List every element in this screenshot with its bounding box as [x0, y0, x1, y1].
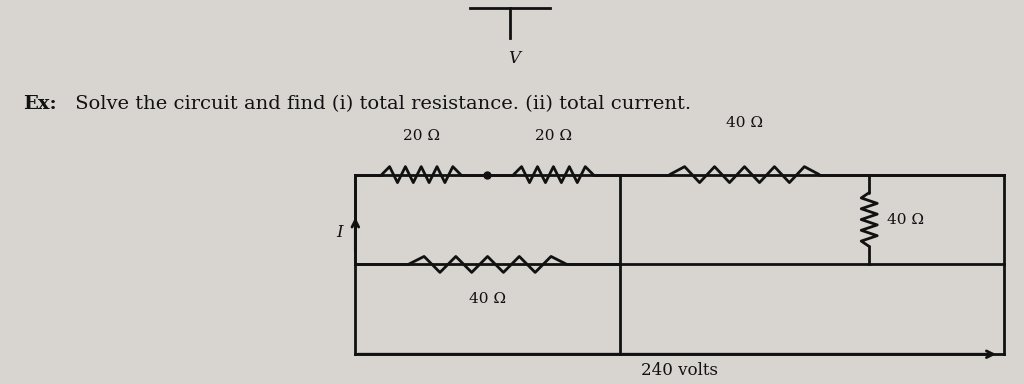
Text: 20 Ω: 20 Ω [402, 129, 439, 143]
Text: V: V [508, 50, 520, 67]
Text: 40 Ω: 40 Ω [887, 212, 925, 227]
Text: 20 Ω: 20 Ω [535, 129, 572, 143]
Text: Ex:: Ex: [24, 95, 56, 113]
Text: 40 Ω: 40 Ω [726, 116, 763, 130]
Text: 40 Ω: 40 Ω [469, 292, 506, 306]
Text: 240 volts: 240 volts [641, 362, 718, 379]
Text: I: I [337, 224, 343, 241]
Text: Solve the circuit and find (i) total resistance. (ii) total current.: Solve the circuit and find (i) total res… [69, 95, 691, 113]
